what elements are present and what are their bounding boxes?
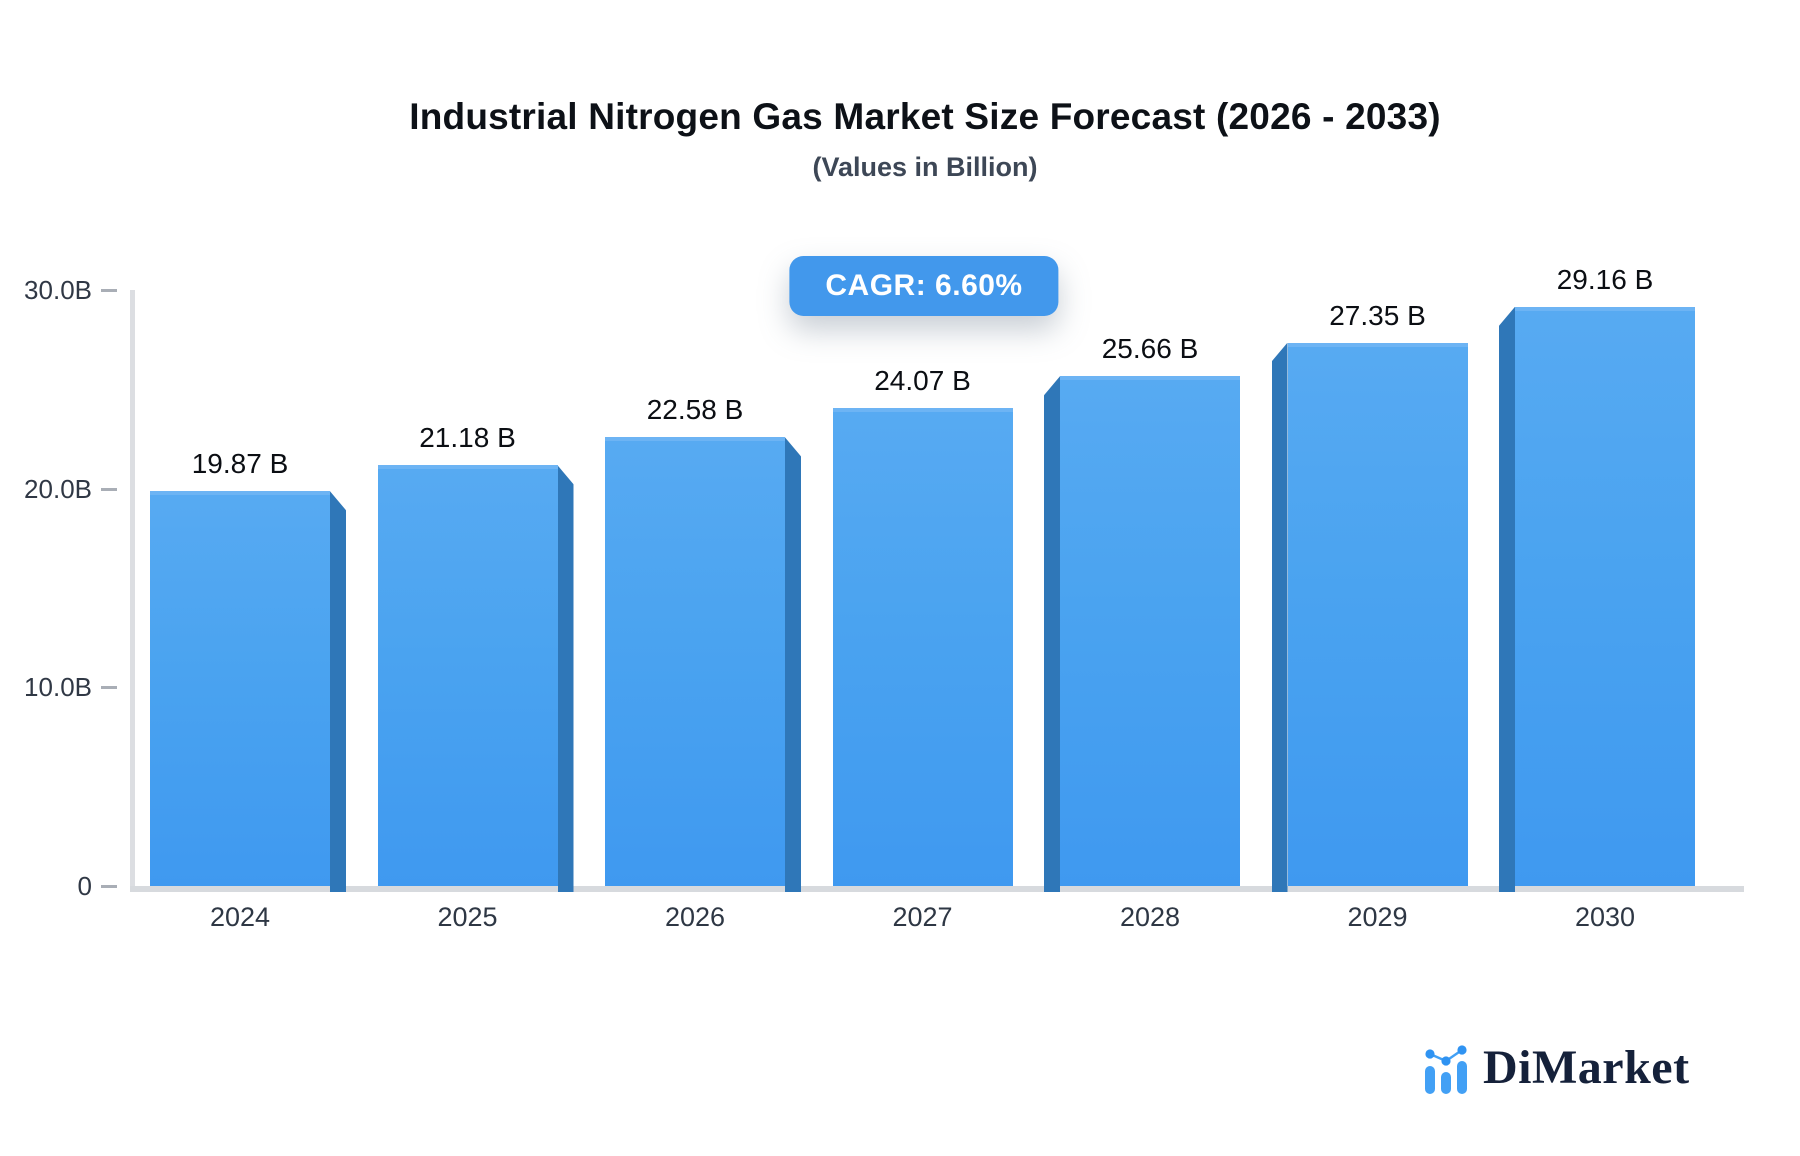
x-axis-label: 2027 <box>892 902 953 932</box>
y-axis-tick <box>101 686 117 690</box>
x-axis-label: 2026 <box>664 902 726 932</box>
chart-subtitle: (Values in Billion) <box>812 152 1038 182</box>
x-axis-label: 2028 <box>1119 902 1181 932</box>
y-axis-tick <box>101 885 117 888</box>
bar-2025[interactable] <box>377 465 558 886</box>
bar-value-label: 29.16 B <box>1556 263 1654 295</box>
bar-value-label: 19.87 B <box>191 448 289 480</box>
bar-value-label: 21.18 B <box>419 422 516 454</box>
y-axis-tick <box>101 289 117 292</box>
bar-2028[interactable] <box>1060 376 1240 886</box>
bar-side-face <box>785 437 801 892</box>
bar-2027[interactable] <box>832 407 1013 886</box>
bar-2024[interactable] <box>150 491 330 886</box>
x-axis-label: 2029 <box>1347 902 1408 932</box>
bar-side-face <box>1271 342 1288 892</box>
y-axis-tick-label: 0 <box>77 871 92 901</box>
bar-side-face <box>330 491 346 892</box>
chart-header: Industrial Nitrogen Gas Market Size Fore… <box>50 0 1800 183</box>
bar-value-label: 27.35 B <box>1329 299 1426 331</box>
x-axis-label: 2025 <box>437 902 498 932</box>
bar-2030[interactable] <box>1515 306 1695 886</box>
bar-2029[interactable] <box>1287 342 1468 886</box>
bar-value-label: 22.58 B <box>646 394 744 426</box>
bar-side-face <box>557 465 574 892</box>
cagr-badge: CAGR: 6.60% <box>789 256 1059 316</box>
bar-2026[interactable] <box>605 437 785 886</box>
bar-side-face <box>1499 306 1515 892</box>
x-axis-label: 2030 <box>1574 902 1636 932</box>
y-axis-tick-label: 30.0B <box>24 275 92 305</box>
bar-value-label: 24.07 B <box>874 364 971 396</box>
dimarket-logo: DiMarket <box>1421 1040 1690 1095</box>
x-axis-line <box>130 886 1744 892</box>
chart-title: Industrial Nitrogen Gas Market Size Fore… <box>409 96 1441 137</box>
logo-text: DiMarket <box>1483 1041 1690 1094</box>
y-axis-tick-label: 10.0B <box>24 672 92 703</box>
bar-value-label: 25.66 B <box>1101 333 1199 365</box>
y-axis-tick <box>101 487 117 491</box>
y-axis-line <box>130 290 135 886</box>
x-axis-label: 2024 <box>209 902 271 932</box>
bar-side-face <box>1044 376 1060 892</box>
bar-chart-dots-icon <box>1425 1044 1467 1094</box>
y-axis-tick-label: 20.0B <box>24 473 92 504</box>
